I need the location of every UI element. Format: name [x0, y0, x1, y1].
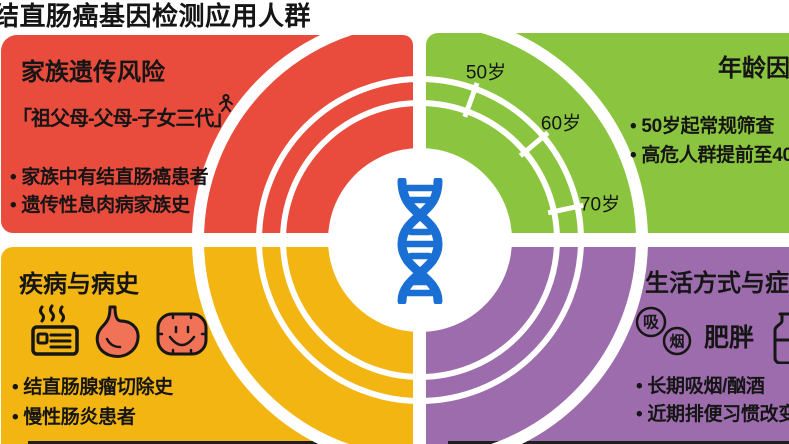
alcohol-jug-icon	[773, 312, 789, 364]
stomach-icon	[95, 305, 140, 358]
page-title: 结直肠癌基因检测应用人群	[0, 1, 312, 31]
disease-history-bullet: 慢性肠炎患者	[12, 402, 136, 429]
person-generations-icon	[218, 94, 234, 118]
obesity-label: 肥胖	[704, 324, 755, 352]
lifestyle-bullet: 近期排便习惯改变	[636, 399, 789, 426]
smoking-icon: 吸 烟	[635, 306, 692, 356]
disease-history-heading: 疾病与病史	[19, 271, 139, 298]
lifestyle-heading: 生活方式与症状	[645, 270, 789, 297]
ring-label-70: 70岁	[579, 194, 621, 216]
dna-icon	[397, 178, 443, 304]
generation-tag: 「祖父母-父母-子女三代」	[12, 94, 248, 131]
age-factor-heading: 年龄因素	[718, 55, 789, 82]
family-risk-bullet: 家族中有结直肠癌患者	[10, 162, 208, 189]
smoking-char-yan: 烟	[669, 334, 684, 351]
lifestyle-bullet: 长期吸烟/酗酒	[636, 371, 764, 398]
disease-history-bullet: 结直肠腺瘤切除史	[12, 372, 173, 399]
smoking-char-xi: 吸	[643, 314, 660, 332]
intestine-icon	[156, 312, 208, 356]
generation-tag-text: 「祖父母-父母-子女三代」	[12, 108, 233, 130]
ring-label-60: 60岁	[540, 113, 582, 135]
ring-label-50: 50岁	[465, 62, 507, 84]
age-factor-bullet: 50岁起常规筛查	[630, 111, 774, 138]
family-risk-bullet: 遗传性息肉病家族史	[10, 190, 190, 217]
family-risk-heading: 家族遗传风险	[21, 59, 165, 86]
medical-record-icon	[31, 304, 79, 356]
age-factor-bullet: 高危人群提前至40岁	[630, 140, 789, 167]
bottom-border	[28, 441, 330, 444]
